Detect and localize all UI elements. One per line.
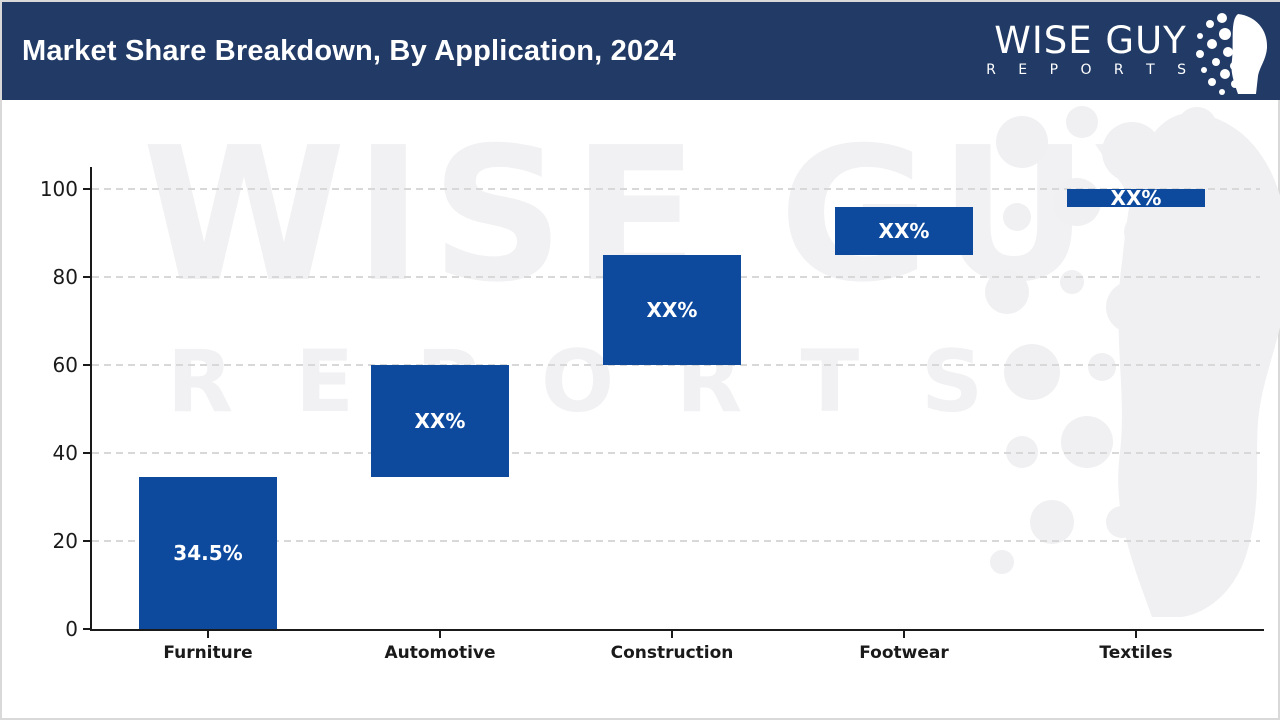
y-tick-20 — [83, 540, 90, 542]
logo-text: WISE GUY R E P O R T S — [986, 19, 1195, 79]
bar-automotive: XX% — [371, 365, 509, 478]
y-tick-label-40: 40 — [52, 441, 78, 465]
header-bar: Market Share Breakdown, By Application, … — [2, 2, 1280, 100]
y-tick-0 — [83, 628, 90, 630]
x-tick-furniture — [207, 631, 209, 638]
x-tick-construction — [671, 631, 673, 638]
bar-textiles: XX% — [1067, 185, 1205, 210]
y-tick-label-0: 0 — [65, 617, 78, 641]
y-tick-label-20: 20 — [52, 529, 78, 553]
x-tick-label-construction: Construction — [610, 643, 734, 663]
bar-furniture: 34.5% — [139, 477, 277, 629]
logo-face-icon — [1196, 13, 1268, 95]
bar-value-label-textiles: XX% — [1110, 185, 1162, 210]
y-axis-spine — [90, 167, 92, 631]
x-tick-label-footwear: Footwear — [859, 643, 949, 663]
logo-reports-text: R E P O R T S — [986, 62, 1195, 78]
watermark-reports-text: REPORTS — [167, 332, 1046, 432]
x-tick-label-textiles: Textiles — [1099, 643, 1173, 663]
x-tick-automotive — [439, 631, 441, 638]
page-title: Market Share Breakdown, By Application, … — [22, 34, 676, 67]
bar-construction: XX% — [603, 255, 741, 365]
y-tick-80 — [83, 276, 90, 278]
x-tick-footwear — [903, 631, 905, 638]
x-tick-textiles — [1135, 631, 1137, 638]
bar-footwear: XX% — [835, 206, 973, 255]
logo-wiseguy-text: WISE GUY — [994, 19, 1187, 62]
y-tick-label-60: 60 — [52, 353, 78, 377]
y-tick-40 — [83, 452, 90, 454]
x-tick-label-furniture: Furniture — [163, 643, 253, 663]
y-tick-label-100: 100 — [39, 177, 78, 201]
bar-value-label-footwear: XX% — [878, 218, 930, 243]
x-tick-label-automotive: Automotive — [384, 643, 496, 663]
wise-guy-logo: WISE GUY R E P O R T S — [986, 8, 1270, 95]
y-tick-60 — [83, 364, 90, 366]
y-tick-label-80: 80 — [52, 265, 78, 289]
bar-value-label-furniture: 34.5% — [173, 541, 243, 566]
gridline-y-100 — [92, 188, 1260, 190]
x-axis-spine — [90, 629, 1264, 631]
bar-value-label-automotive: XX% — [414, 409, 466, 434]
waterfall-chart: 02040608010034.5%34.5%FurnitureXX%XX%Aut… — [2, 100, 1280, 722]
y-tick-100 — [83, 188, 90, 190]
gridline-y-40 — [92, 452, 1260, 454]
gridline-y-60 — [92, 364, 1260, 366]
gridline-y-20 — [92, 540, 1260, 542]
bar-value-label-construction: XX% — [646, 298, 698, 322]
